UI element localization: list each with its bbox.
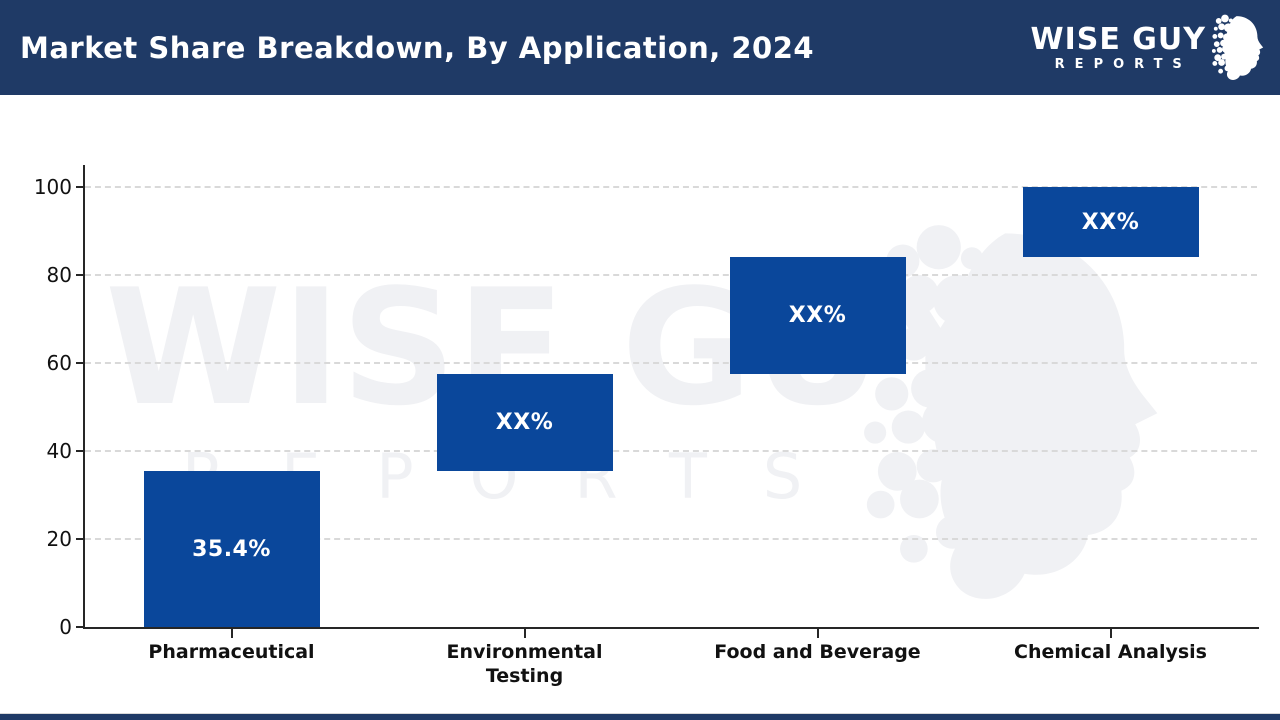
- bar-environmental-testing: XX%: [436, 374, 613, 472]
- header-band: Market Share Breakdown, By Application, …: [0, 0, 1280, 95]
- page-title: Market Share Breakdown, By Application, …: [20, 30, 815, 65]
- y-axis-tick-label: 100: [33, 175, 72, 199]
- logo-brand-name: WISE GUY: [1030, 22, 1206, 57]
- bar-food-and-beverage: XX%: [729, 257, 906, 374]
- wiseguy-logo: WISE GUY REPORTS: [1030, 6, 1268, 90]
- gridline: [85, 274, 1257, 276]
- wiseguy-face-icon: [1210, 14, 1268, 82]
- x-axis-tick-mark: [1109, 629, 1112, 638]
- bar-value-label: XX%: [788, 303, 847, 329]
- y-axis-tick-mark: [76, 626, 85, 628]
- y-axis-tick-label: 0: [59, 615, 72, 639]
- y-axis-tick-label: 40: [46, 439, 72, 463]
- gridline: [85, 362, 1257, 364]
- bar-value-label: XX%: [495, 410, 554, 436]
- y-axis-line: [83, 165, 85, 629]
- x-axis-category-label: Chemical Analysis: [1014, 641, 1207, 663]
- gridline: [85, 186, 1257, 188]
- bar-value-label: XX%: [1081, 209, 1140, 235]
- x-axis-category-label: Environmental Testing: [446, 641, 603, 687]
- x-axis-line: [83, 627, 1259, 629]
- bar-chemical-analysis: XX%: [1022, 187, 1199, 258]
- y-axis-tick-mark: [76, 450, 85, 452]
- y-axis-tick-mark: [76, 538, 85, 540]
- x-axis-tick-mark: [523, 629, 526, 638]
- y-axis-tick-mark: [76, 186, 85, 188]
- y-axis-tick-label: 60: [46, 351, 72, 375]
- y-axis-tick-mark: [76, 274, 85, 276]
- x-axis-category-label: Food and Beverage: [714, 641, 921, 663]
- gridline: [85, 450, 1257, 452]
- x-axis-tick-mark: [816, 629, 819, 638]
- wiseguy-logo-text: WISE GUY REPORTS: [1030, 23, 1206, 73]
- bar-pharmaceutical: 35.4%: [143, 471, 320, 627]
- x-axis-tick-mark: [230, 629, 233, 638]
- y-axis-tick-label: 80: [46, 263, 72, 287]
- footer-band: [0, 713, 1280, 720]
- x-axis-category-label: Pharmaceutical: [148, 641, 315, 663]
- logo-brand-sub: REPORTS: [1054, 57, 1192, 72]
- y-axis-tick-mark: [76, 362, 85, 364]
- y-axis-tick-label: 20: [46, 527, 72, 551]
- bar-value-label: 35.4%: [192, 536, 271, 562]
- gridline: [85, 538, 1257, 540]
